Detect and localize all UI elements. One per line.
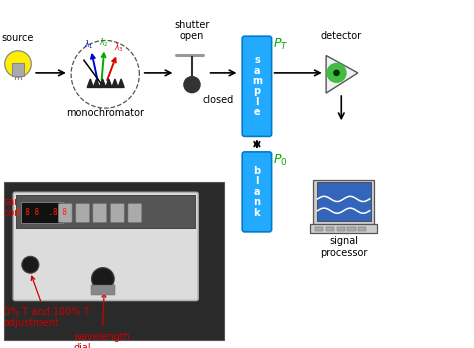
FancyBboxPatch shape <box>58 204 72 222</box>
FancyBboxPatch shape <box>242 36 272 136</box>
Circle shape <box>5 51 31 77</box>
Circle shape <box>22 256 39 273</box>
FancyBboxPatch shape <box>21 202 63 223</box>
FancyBboxPatch shape <box>347 227 356 231</box>
FancyBboxPatch shape <box>110 204 124 222</box>
Text: $P_0$: $P_0$ <box>273 153 287 168</box>
FancyBboxPatch shape <box>12 63 24 76</box>
FancyBboxPatch shape <box>337 227 345 231</box>
FancyBboxPatch shape <box>317 182 371 221</box>
Polygon shape <box>87 79 124 87</box>
FancyBboxPatch shape <box>315 227 323 231</box>
Circle shape <box>91 268 114 290</box>
FancyBboxPatch shape <box>326 227 334 231</box>
FancyBboxPatch shape <box>13 192 198 301</box>
Text: closed: closed <box>202 95 234 105</box>
Text: shutter
open: shutter open <box>174 20 210 41</box>
FancyBboxPatch shape <box>93 204 107 222</box>
Text: s
a
m
p
l
e: s a m p l e <box>252 55 262 117</box>
FancyBboxPatch shape <box>358 227 366 231</box>
Text: sample
compartment: sample compartment <box>4 197 70 218</box>
FancyBboxPatch shape <box>128 204 142 222</box>
FancyBboxPatch shape <box>4 182 224 340</box>
FancyBboxPatch shape <box>91 285 115 295</box>
Circle shape <box>184 77 200 93</box>
Text: $\lambda_3$: $\lambda_3$ <box>114 42 124 54</box>
Text: monochromator: monochromator <box>66 108 144 118</box>
Text: 0% T and 100% T
adjustment: 0% T and 100% T adjustment <box>4 276 89 328</box>
Text: 8 8 8  .8 8: 8 8 8 .8 8 <box>16 208 67 217</box>
Text: detector: detector <box>321 31 362 41</box>
Circle shape <box>333 70 340 76</box>
Text: $P_T$: $P_T$ <box>273 37 288 52</box>
FancyBboxPatch shape <box>310 224 377 233</box>
Text: $\lambda_2$: $\lambda_2$ <box>99 36 109 49</box>
Circle shape <box>327 63 346 82</box>
Text: $\lambda_1$: $\lambda_1$ <box>84 39 94 52</box>
Text: b
l
a
n
k: b l a n k <box>253 166 261 218</box>
Text: source: source <box>2 33 34 43</box>
FancyBboxPatch shape <box>242 152 272 232</box>
FancyBboxPatch shape <box>16 195 195 228</box>
Text: wavelength
dial: wavelength dial <box>73 293 130 348</box>
FancyBboxPatch shape <box>76 204 90 222</box>
Text: signal
processor: signal processor <box>320 236 367 258</box>
FancyBboxPatch shape <box>313 180 374 225</box>
Polygon shape <box>326 55 358 93</box>
